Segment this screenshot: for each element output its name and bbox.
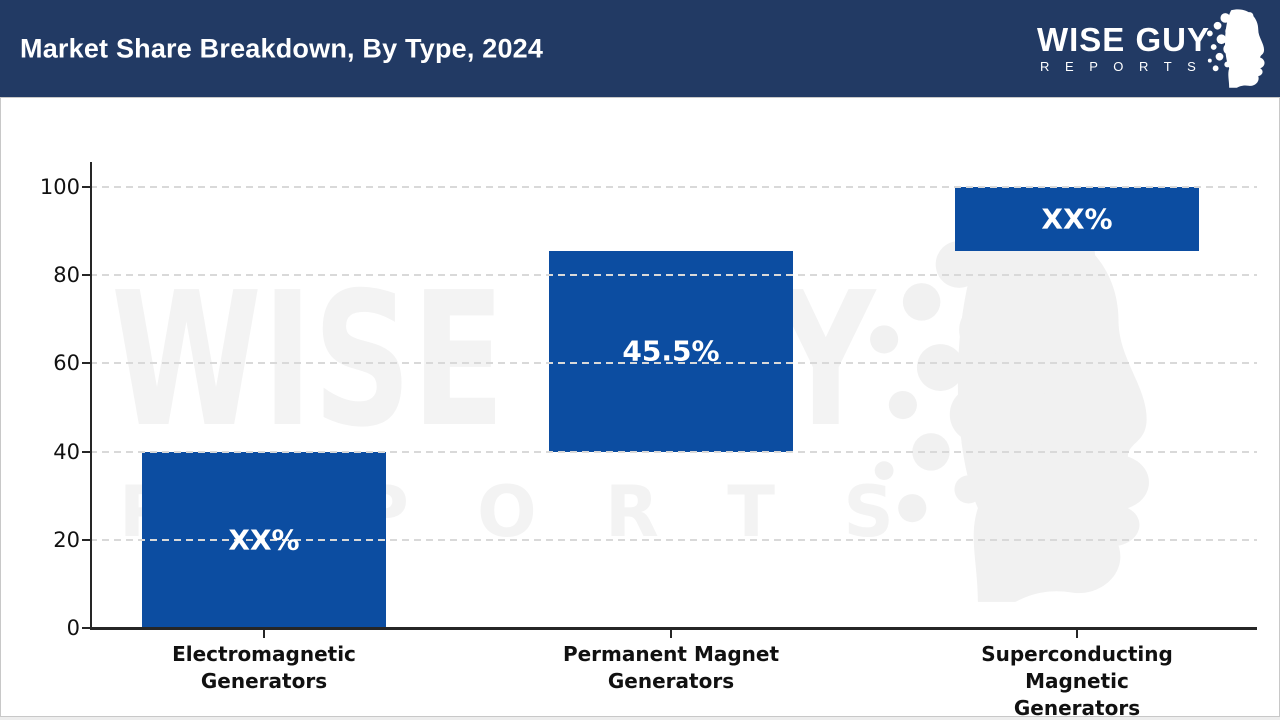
brand-text: WISE GUY R E P O R T S bbox=[1037, 23, 1210, 74]
bottom-strip bbox=[0, 717, 1280, 720]
brand-logo: WISE GUY R E P O R T S bbox=[1037, 6, 1266, 92]
x-axis-line bbox=[90, 627, 1257, 630]
category-label-line: Electromagnetic bbox=[172, 642, 356, 666]
y-tick-label: 80 bbox=[53, 263, 80, 288]
y-tick-label: 0 bbox=[66, 616, 80, 640]
h-gridline bbox=[90, 274, 1257, 277]
y-tick-mark bbox=[82, 627, 90, 629]
dotted-head-icon bbox=[1204, 6, 1266, 92]
x-tick-mark bbox=[263, 630, 265, 638]
y-tick-label: 40 bbox=[53, 439, 80, 464]
watermark-dotted-head-icon bbox=[856, 208, 1156, 606]
y-tick-mark bbox=[82, 450, 90, 453]
page-title: Market Share Breakdown, By Type, 2024 bbox=[20, 33, 544, 63]
category-label-line: Generators bbox=[607, 669, 735, 693]
category-label: Permanent Magnet Generators bbox=[501, 641, 841, 695]
category-label-line: Magnetic bbox=[1025, 669, 1129, 693]
h-gridline bbox=[90, 450, 1257, 453]
bar-value-label: XX% bbox=[228, 523, 300, 557]
category-label-line: Generators bbox=[200, 669, 328, 693]
y-tick-label: 60 bbox=[53, 351, 80, 376]
category-label: Superconducting Magnetic Generators bbox=[907, 641, 1247, 717]
h-gridline bbox=[90, 362, 1257, 365]
y-tick-label: 100 bbox=[39, 175, 80, 199]
category-label-line: Generators bbox=[1013, 696, 1141, 717]
bar-value-label: XX% bbox=[1041, 202, 1113, 236]
x-tick-mark bbox=[670, 630, 672, 638]
category-label-line: Superconducting bbox=[981, 642, 1173, 666]
bar bbox=[549, 250, 793, 452]
header-band: Market Share Breakdown, By Type, 2024 WI… bbox=[0, 0, 1280, 97]
h-gridline bbox=[90, 186, 1257, 188]
h-gridline bbox=[90, 538, 1257, 541]
y-tick-mark bbox=[82, 186, 90, 188]
category-label-line: Permanent Magnet bbox=[562, 642, 780, 666]
y-tick-label: 20 bbox=[53, 527, 80, 552]
bar-value-label: 45.5% bbox=[622, 334, 720, 368]
category-label: Electromagnetic Generators bbox=[94, 641, 434, 695]
y-tick-mark bbox=[82, 538, 90, 541]
y-tick-mark bbox=[82, 274, 90, 277]
chart-area: WISE GUY R E P O R T S XX% 45.5% XX% 0 20 40 6… bbox=[0, 97, 1280, 717]
x-tick-mark bbox=[1076, 630, 1078, 638]
y-axis-line bbox=[90, 162, 92, 630]
brand-name: WISE GUY bbox=[1036, 21, 1210, 58]
y-tick-mark bbox=[82, 362, 90, 365]
brand-subtitle: R E P O R T S bbox=[1039, 59, 1202, 74]
